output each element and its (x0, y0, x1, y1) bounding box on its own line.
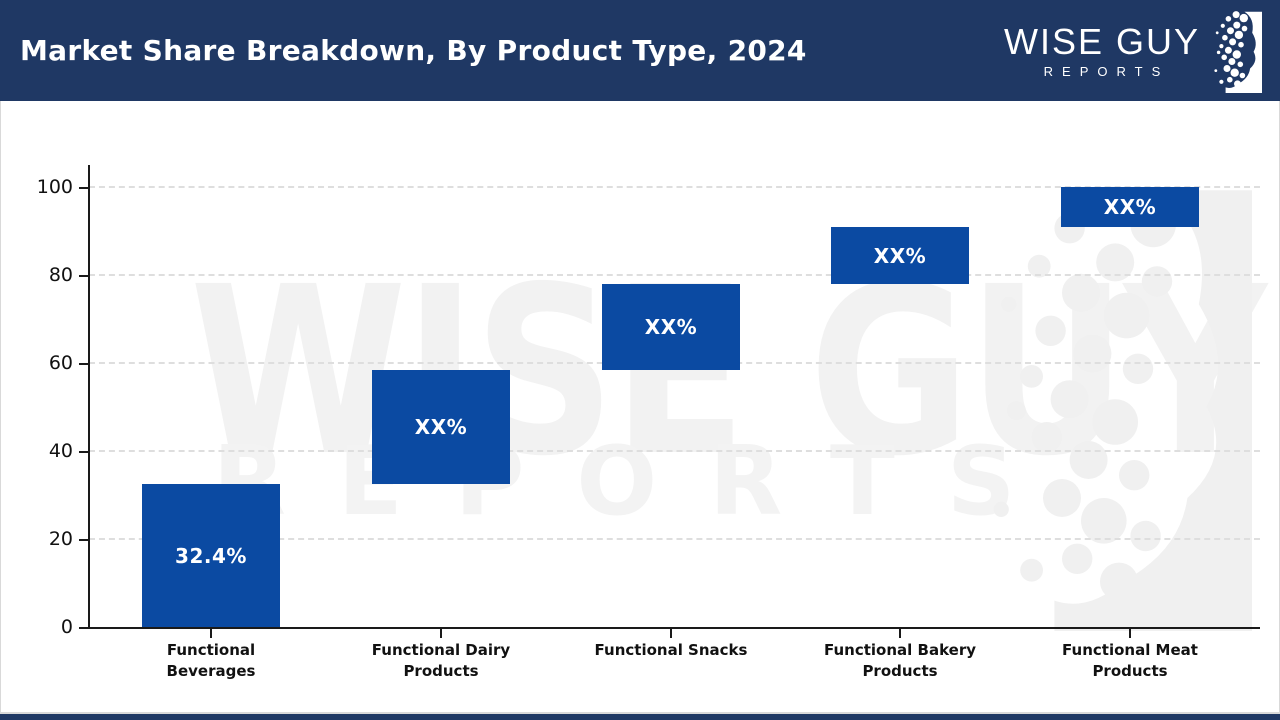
y-tick-label-100: 100 (36, 176, 73, 198)
x-category-label-functional-dairy-products: Functional Dairy Products (321, 640, 561, 682)
y-axis-line (88, 165, 90, 629)
y-tick-label-40: 40 (48, 440, 73, 462)
x-axis-line (88, 627, 1260, 629)
brand-head-icon (1214, 10, 1262, 93)
gridline-80 (89, 274, 1260, 276)
bar-value-label: XX% (644, 315, 698, 339)
y-tick-mark-0 (79, 627, 88, 629)
x-category-label-line: Functional Snacks (594, 641, 748, 659)
brand-logo-text: WISE GUY REPORTS (1003, 20, 1200, 79)
chart-title: Market Share Breakdown, By Product Type,… (20, 34, 807, 67)
y-tick-mark-40 (79, 451, 88, 453)
bar-functional-bakery-products: XX% (831, 227, 969, 284)
x-category-label-line: Products (403, 662, 479, 680)
header-bar: Market Share Breakdown, By Product Type,… (0, 0, 1280, 101)
x-category-label-functional-bakery-products: Functional Bakery Products (780, 640, 1020, 682)
footer-bar (0, 714, 1280, 720)
y-tick-label-80: 80 (48, 264, 73, 286)
x-category-label-functional-beverages: Functional Beverages (91, 640, 331, 682)
bar-value-label: XX% (1103, 195, 1157, 219)
x-category-label-functional-meat-products: Functional Meat Products (1010, 640, 1250, 682)
gridline-20 (89, 538, 1260, 540)
x-category-label-line: Products (1092, 662, 1168, 680)
x-category-label-line: Products (862, 662, 938, 680)
bar-value-label: XX% (414, 415, 468, 439)
bar-value-label: XX% (873, 243, 927, 268)
y-tick-label-20: 20 (48, 528, 73, 550)
bar-functional-meat-products: XX% (1061, 187, 1199, 227)
bar-functional-dairy-products: XX% (372, 370, 510, 484)
x-tick-mark-functional-bakery-products (899, 629, 901, 638)
y-tick-mark-80 (79, 275, 88, 277)
x-tick-mark-functional-dairy-products (440, 629, 442, 638)
x-category-label-line: Beverages (166, 662, 256, 680)
x-category-label-line: Functional Bakery (823, 641, 976, 659)
bar-value-label: 32.4% (175, 543, 247, 568)
bar-functional-snacks: XX% (602, 284, 740, 370)
x-tick-mark-functional-snacks (670, 629, 672, 638)
x-category-label-line: Functional Dairy (371, 641, 511, 659)
brand-name: WISE GUY (1003, 20, 1200, 62)
x-category-label-functional-snacks: Functional Snacks (551, 640, 791, 661)
y-tick-mark-60 (79, 363, 88, 365)
brand-subtitle: REPORTS (1043, 63, 1170, 79)
brand-logo: WISE GUY REPORTS (1004, 9, 1262, 93)
y-tick-mark-100 (79, 187, 88, 189)
y-tick-mark-20 (79, 539, 88, 541)
y-tick-label-60: 60 (48, 352, 73, 374)
watermark-text-secondary: REPORTS (212, 427, 1068, 537)
x-tick-mark-functional-beverages (210, 629, 212, 638)
y-tick-label-0: 0 (60, 616, 73, 638)
x-tick-mark-functional-meat-products (1129, 629, 1131, 638)
x-category-label-line: Functional (166, 641, 256, 659)
gridline-100 (89, 186, 1260, 188)
gridline-40 (89, 450, 1260, 452)
content-border-left (0, 101, 1, 714)
bar-functional-beverages: 32.4% (142, 484, 280, 627)
content-border-bottom (0, 712, 1280, 714)
x-category-label-line: Functional Meat (1062, 641, 1198, 659)
